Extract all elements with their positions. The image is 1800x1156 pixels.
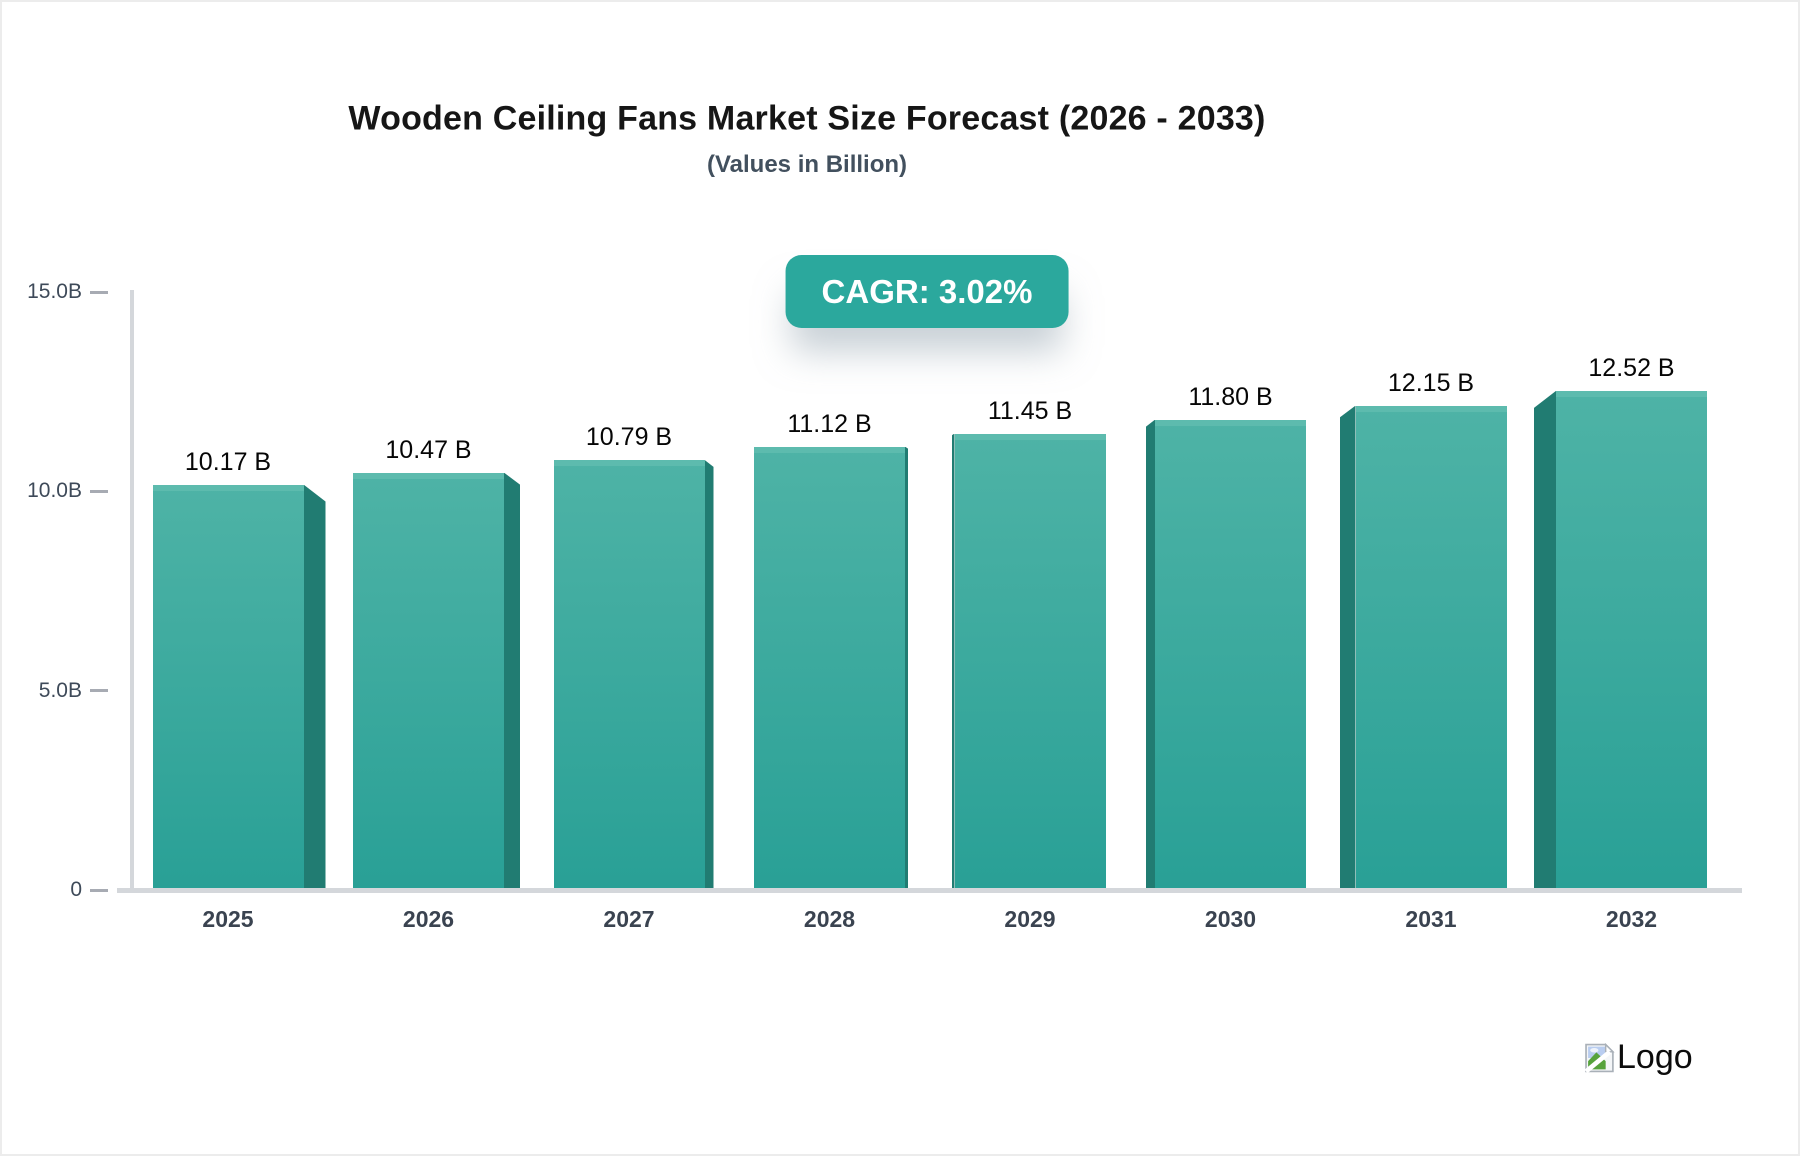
bar-value-label: 10.79 B [585, 422, 673, 451]
y-axis-tick-dash [90, 689, 108, 693]
bar-2031 [1355, 405, 1507, 888]
x-axis-label: 2030 [1204, 906, 1257, 932]
y-axis-tick-label: 10.0B [27, 479, 82, 503]
bar-side-face [1339, 405, 1356, 888]
bar-side-face [704, 459, 714, 888]
y-axis-tick-label: 15.0B [27, 280, 82, 303]
bar-side-face [303, 484, 326, 888]
bar-2027 [553, 459, 705, 888]
bar-value-label: 11.80 B [1188, 382, 1273, 411]
bar-top-face [1155, 419, 1306, 426]
y-axis-tick-label: 0 [70, 878, 82, 901]
bar-2029 [954, 433, 1106, 888]
bar-top-face [954, 433, 1106, 440]
bar-value-label: 11.45 B [987, 396, 1073, 425]
y-axis-tick-dash [90, 489, 108, 493]
bar-top-face [553, 459, 705, 466]
bar-value-label: 12.15 B [1387, 368, 1475, 397]
cagr-badge: CAGR: 3.02% [785, 255, 1069, 328]
bar-2030 [1155, 419, 1306, 888]
bar-value-label: 10.17 B [184, 447, 272, 476]
logo-text: Logo [1617, 1038, 1693, 1076]
x-axis-label: 2027 [603, 906, 655, 932]
x-axis-label: 2026 [402, 906, 455, 932]
bar-top-face [1556, 390, 1707, 397]
chart-subtitle: (Values in Billion) [706, 151, 908, 178]
bar-top-face [152, 484, 304, 491]
chart-title: Wooden Ceiling Fans Market Size Forecast… [348, 99, 1266, 138]
y-axis-tick-label: 5.0B [38, 678, 82, 702]
bar-value-label: 12.52 B [1588, 353, 1675, 382]
x-axis-label: 2028 [803, 906, 856, 932]
bar-value-label: 11.12 B [787, 409, 872, 438]
bar-top-face [1355, 405, 1507, 412]
logo: Logo [1585, 1038, 1693, 1077]
bar-side-face [905, 446, 908, 888]
broken-image-icon [1585, 1042, 1615, 1073]
x-axis-line [117, 888, 1742, 893]
x-axis-label: 2031 [1405, 906, 1457, 932]
x-axis-label: 2029 [1004, 906, 1056, 932]
bar-side-face [1146, 419, 1155, 888]
y-axis-tick-dash [90, 888, 108, 892]
bar-side-face [504, 472, 520, 888]
bar-side-face [951, 433, 955, 888]
bar-top-face [353, 472, 504, 479]
bar-2025 [152, 484, 304, 888]
bar-2032 [1556, 390, 1707, 888]
bar-2026 [353, 472, 504, 888]
x-axis-label: 2025 [202, 906, 254, 932]
y-axis-tick-dash [90, 290, 108, 294]
bar-top-face [754, 446, 905, 453]
bar-2028 [754, 446, 905, 888]
x-axis-label: 2032 [1605, 906, 1658, 932]
y-axis-line [130, 290, 134, 890]
bar-side-face [1534, 390, 1556, 888]
bar-value-label: 10.47 B [385, 435, 472, 464]
